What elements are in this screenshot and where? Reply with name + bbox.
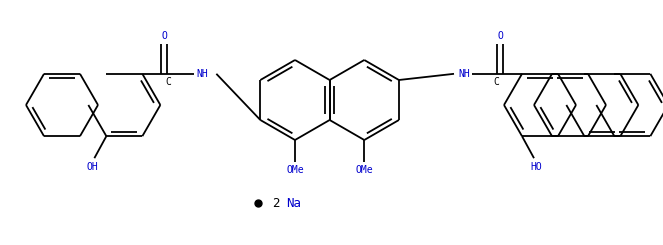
Text: OH: OH — [86, 162, 98, 172]
Text: O: O — [161, 31, 167, 41]
Text: O: O — [497, 31, 503, 41]
Text: C: C — [493, 77, 499, 87]
Text: C: C — [165, 77, 171, 87]
Text: NH: NH — [196, 69, 208, 79]
Text: 2: 2 — [272, 196, 280, 209]
Text: Na: Na — [286, 196, 301, 209]
Text: HO: HO — [530, 162, 542, 172]
Text: OMe: OMe — [355, 165, 373, 175]
Text: OMe: OMe — [286, 165, 304, 175]
Text: NH: NH — [458, 69, 470, 79]
